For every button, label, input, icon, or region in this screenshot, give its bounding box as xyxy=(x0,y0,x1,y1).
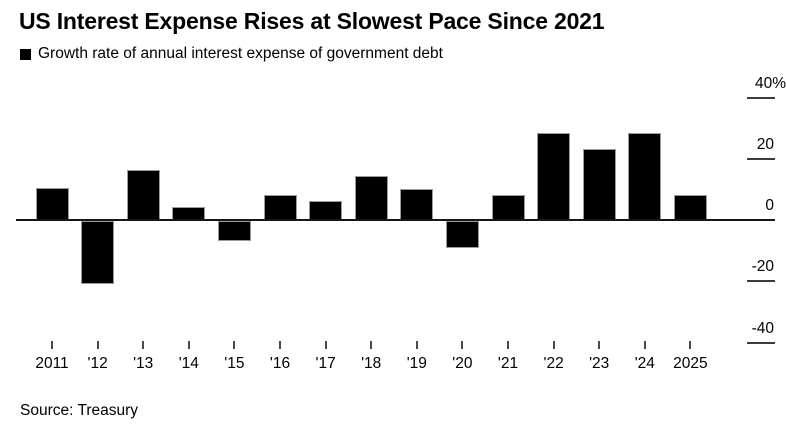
x-tick xyxy=(324,341,327,349)
x-axis-label: '18 xyxy=(361,355,382,372)
x-tick xyxy=(643,341,646,349)
bar-23 xyxy=(582,148,616,220)
x-tick xyxy=(415,341,418,349)
bar-chart-plot-area: 2011 '12 '13 '14 '15 '16 '17 '18 '19 '20 '21 '22 '23… xyxy=(16,74,786,372)
x-tick xyxy=(370,341,373,349)
bar-2011 xyxy=(35,188,69,220)
x-axis-label: 2025 xyxy=(673,355,708,372)
x-axis-label: '19 xyxy=(406,355,427,372)
y-gridline xyxy=(747,280,775,283)
zero-axis-line xyxy=(16,219,775,221)
y-axis-label: 40% xyxy=(754,74,786,92)
x-tick xyxy=(461,341,464,349)
bar-15 xyxy=(217,221,251,241)
x-tick xyxy=(233,341,236,349)
x-tick xyxy=(507,341,509,349)
x-tick xyxy=(689,341,692,349)
y-gridline xyxy=(747,341,775,344)
y-axis-label: 0 xyxy=(765,197,774,214)
bar-2025 xyxy=(673,194,707,220)
x-axis-label: '23 xyxy=(589,355,610,372)
bar-17 xyxy=(309,201,343,220)
bar-19 xyxy=(400,189,434,220)
x-tick xyxy=(51,341,53,349)
x-axis-label: '16 xyxy=(269,355,291,372)
x-tick xyxy=(96,341,99,349)
x-axis-label: 2011 xyxy=(35,355,69,372)
x-axis-label: '17 xyxy=(315,355,336,372)
x-tick xyxy=(187,341,190,349)
y-gridline xyxy=(747,96,775,99)
bar-13 xyxy=(126,170,160,220)
bar-24 xyxy=(628,132,662,220)
x-axis-label: '13 xyxy=(133,355,154,372)
x-tick xyxy=(142,341,145,349)
bar-16 xyxy=(263,194,297,220)
bar-12 xyxy=(81,221,115,285)
x-axis-label: '22 xyxy=(543,355,564,372)
x-axis-label: '14 xyxy=(178,355,199,372)
y-axis-label: -40 xyxy=(751,319,774,337)
x-axis-label: '20 xyxy=(452,355,473,372)
y-axis-label: -20 xyxy=(751,258,774,276)
y-gridline xyxy=(747,157,775,160)
x-axis-label: '12 xyxy=(87,355,108,372)
x-axis-label: '24 xyxy=(634,355,655,372)
chart-title: US Interest Expense Rises at Slowest Pac… xyxy=(19,8,605,34)
source-text: Source: Treasury xyxy=(20,402,139,419)
x-tick xyxy=(279,341,281,349)
bar-20 xyxy=(445,221,479,249)
legend-label: Growth rate of annual interest expense o… xyxy=(38,45,443,62)
bar-21 xyxy=(491,194,525,220)
bar-18 xyxy=(354,175,388,220)
x-axis-label: '15 xyxy=(224,355,245,372)
y-axis-label: 20 xyxy=(756,135,774,153)
legend-swatch-icon xyxy=(20,49,31,60)
x-tick xyxy=(598,341,601,349)
bar-22 xyxy=(537,132,571,220)
x-tick xyxy=(552,341,555,349)
x-axis-label: '21 xyxy=(497,355,519,372)
